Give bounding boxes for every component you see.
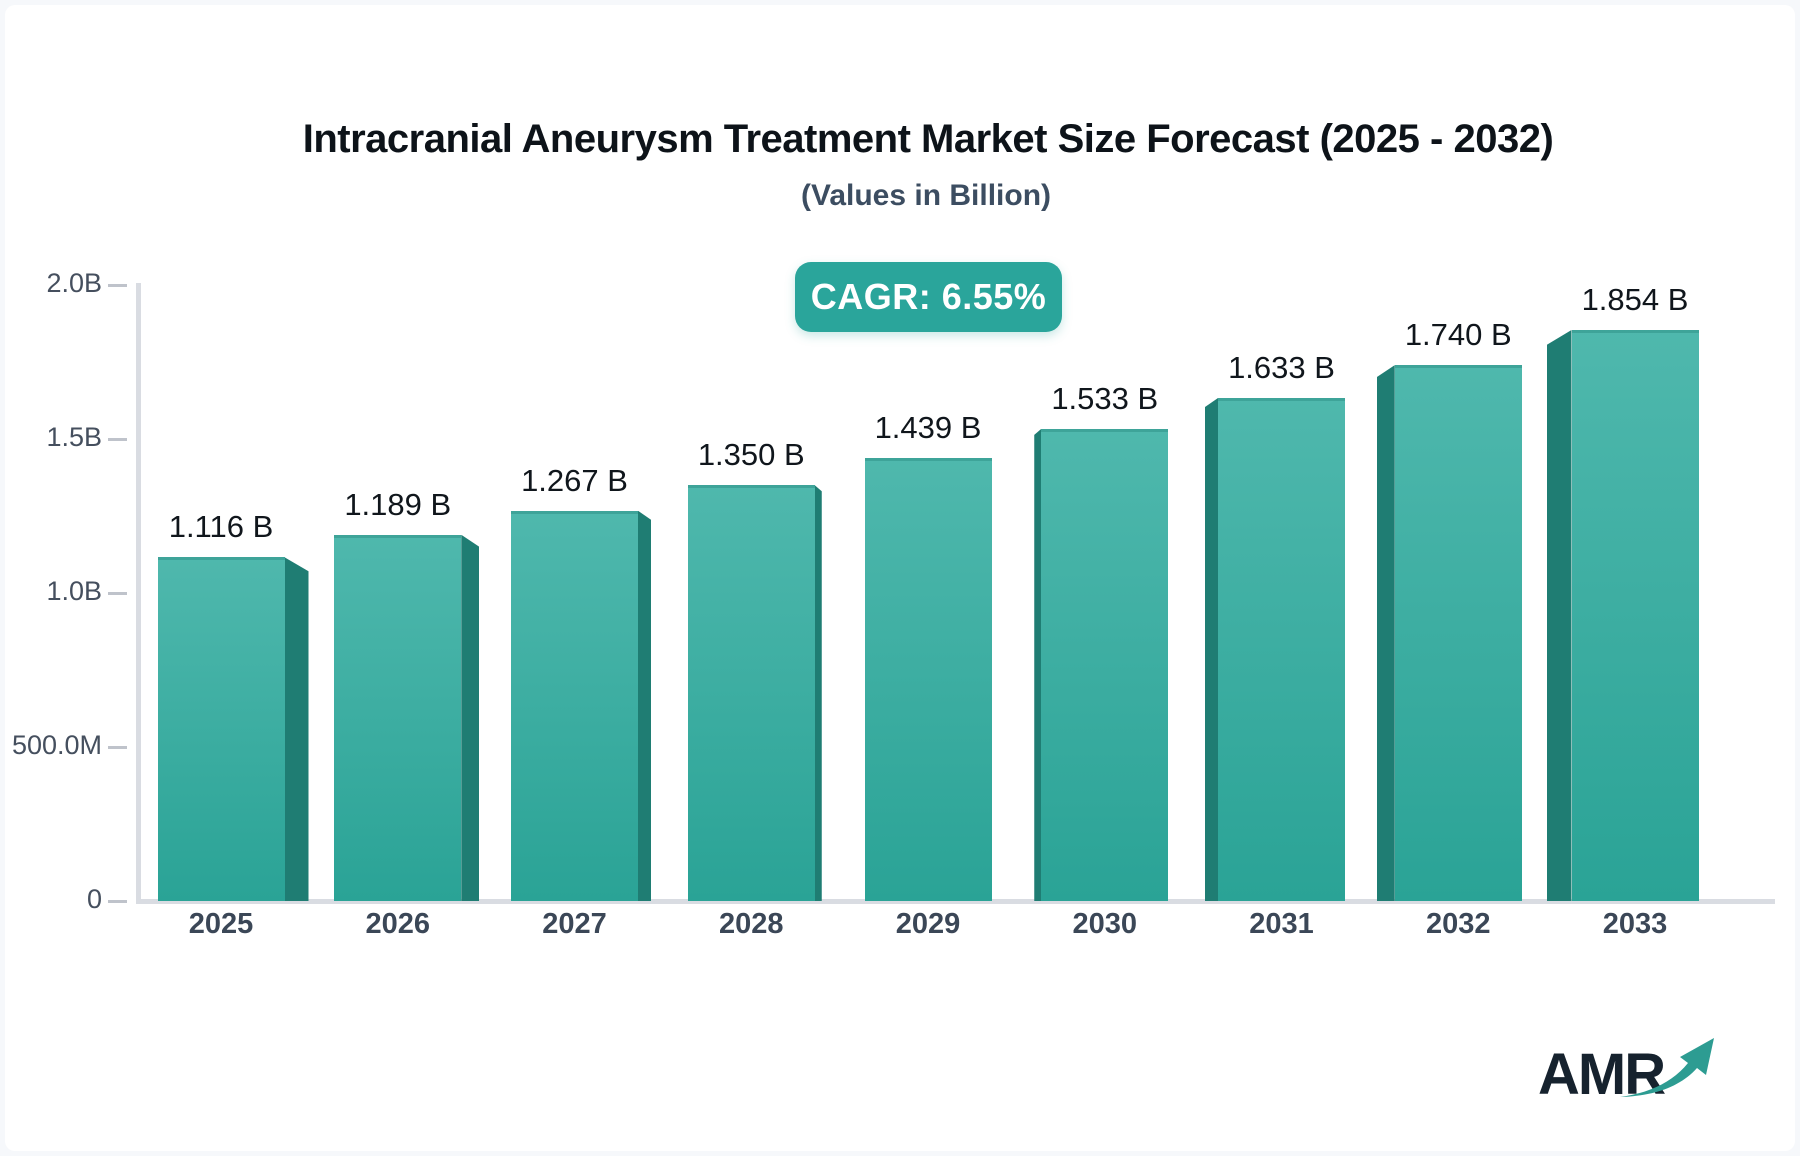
bar-value-label-2027: 1.267 B — [521, 462, 628, 498]
x-axis-label-2029: 2029 — [895, 908, 961, 940]
chart-subtitle: (Values in Billion) — [800, 179, 1052, 212]
bar-side-face-2031 — [1205, 398, 1218, 901]
amr-logo-text: AMR — [1538, 1042, 1666, 1107]
y-tick-dash-1.0B — [108, 591, 127, 595]
x-axis-label-2027: 2027 — [542, 908, 607, 940]
y-tick-dash-500.0M — [108, 745, 127, 749]
bar-value-label-2025: 1.116 B — [168, 509, 274, 545]
bar-value-label-2033: 1.854 B — [1581, 281, 1689, 317]
chart-title: Intracranial Aneurysm Treatment Market S… — [302, 117, 1554, 161]
y-tick-label-500.0M: 500.0M — [11, 730, 102, 760]
bar-2029[interactable] — [864, 457, 992, 901]
y-axis-line — [136, 283, 141, 904]
y-tick-dash-0 — [108, 899, 127, 903]
bar-side-face-2028 — [814, 485, 822, 901]
bar-value-label-2029: 1.439 B — [874, 409, 982, 445]
bar-side-face-2025 — [284, 557, 309, 901]
bar-value-label-2032: 1.740 B — [1404, 317, 1512, 353]
growth-arrow-icon — [1620, 1038, 1714, 1097]
bar-2032[interactable] — [1394, 365, 1522, 901]
bar-value-label-2031: 1.633 B — [1228, 350, 1335, 386]
bar-value-label-2028: 1.350 B — [697, 437, 805, 473]
x-axis-label-2025: 2025 — [188, 908, 254, 940]
x-axis-label-2033: 2033 — [1602, 908, 1668, 940]
bar-chart-plot-area: 0 500.0M 1.0B 1.5B 2.0B 1.116 B 2025 1.189 B 202… — [5, 5, 1795, 1151]
bar-2028[interactable] — [687, 485, 815, 901]
y-tick-dash-1.5B — [108, 437, 127, 441]
x-axis-label-2031: 2031 — [1249, 908, 1314, 940]
x-axis-label-2026: 2026 — [365, 908, 430, 940]
bar-side-face-2033 — [1546, 329, 1572, 901]
cagr-badge: CAGR: 6.55% — [795, 262, 1062, 332]
bar-side-face-2027 — [638, 510, 651, 901]
bar-2026[interactable] — [334, 534, 462, 901]
bar-2030[interactable] — [1041, 428, 1169, 901]
y-tick-label-1.5B: 1.5B — [46, 422, 102, 452]
amr-logo: AMR — [1538, 1035, 1728, 1115]
y-tick-label-2.0B: 2.0B — [46, 268, 102, 298]
bar-value-label-2030: 1.533 B — [1051, 380, 1159, 416]
y-tick-label-1.0B: 1.0B — [46, 576, 102, 606]
y-tick-dash-2.0B — [108, 283, 127, 287]
x-axis-label-2028: 2028 — [718, 908, 784, 940]
chart-card: Intracranial Aneurysm Treatment Market S… — [5, 5, 1795, 1151]
bar-side-face-2026 — [461, 534, 480, 901]
bar-value-label-2026: 1.189 B — [344, 486, 452, 522]
bar-2033[interactable] — [1571, 329, 1699, 901]
bar-side-face-2030 — [1034, 428, 1042, 901]
cagr-badge-label: CAGR: 6.55% — [810, 276, 1047, 317]
x-axis-line — [136, 899, 1775, 904]
bar-2031[interactable] — [1218, 398, 1345, 901]
x-axis-label-2030: 2030 — [1072, 908, 1137, 940]
x-axis-label-2032: 2032 — [1425, 908, 1491, 940]
bar-side-face-2032 — [1376, 365, 1395, 901]
bar-2027[interactable] — [511, 510, 638, 901]
y-tick-label-0: 0 — [86, 884, 102, 914]
bar-2025[interactable] — [157, 557, 285, 901]
